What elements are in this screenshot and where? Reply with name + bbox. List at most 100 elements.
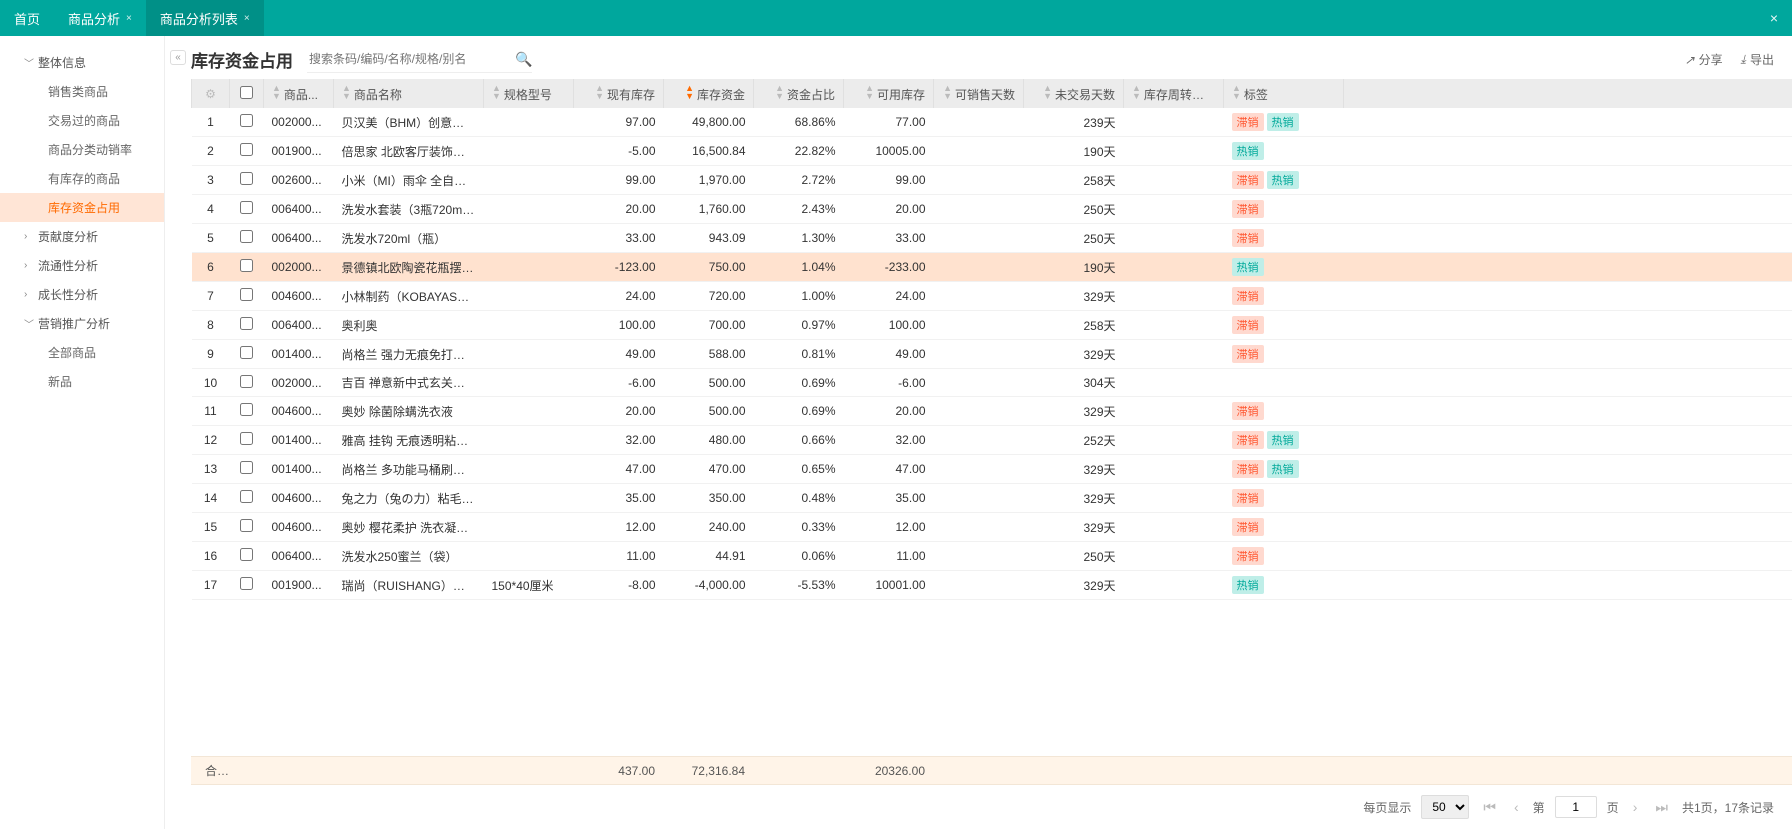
close-all-tabs-button[interactable]: ×: [1756, 10, 1792, 26]
col-fund[interactable]: ▲▼库存资金: [664, 79, 754, 108]
row-checkbox[interactable]: [240, 375, 253, 388]
row-checkbox[interactable]: [240, 317, 253, 330]
col-saledays[interactable]: ▲▼可销售天数: [934, 79, 1024, 108]
table-row[interactable]: 11004600...奥妙 除菌除螨洗衣液20.00500.000.69%20.…: [192, 397, 1792, 426]
gear-icon[interactable]: ⚙: [205, 87, 216, 101]
close-icon[interactable]: ×: [126, 13, 132, 24]
cell-pct: 0.65%: [754, 455, 844, 484]
table-row[interactable]: 16006400...洗发水250蜜兰（袋）11.0044.910.06%11.…: [192, 542, 1792, 571]
table-row[interactable]: 14004600...兔之力（兔の力）粘毛器粘35.00350.000.48%3…: [192, 484, 1792, 513]
row-checkbox[interactable]: [240, 432, 253, 445]
row-checkbox[interactable]: [240, 403, 253, 416]
sidebar-group[interactable]: ›成长性分析: [0, 280, 164, 309]
row-checkbox[interactable]: [240, 577, 253, 590]
table-row[interactable]: 15004600...奥妙 樱花柔护 洗衣凝珠 1012.00240.000.3…: [192, 513, 1792, 542]
close-icon[interactable]: ×: [244, 13, 250, 24]
table-row[interactable]: 5006400...洗发水720ml（瓶）33.00943.091.30%33.…: [192, 224, 1792, 253]
cell-stock: 20.00: [574, 195, 664, 224]
cell-saledays: [934, 137, 1024, 166]
sidebar-item[interactable]: 销售类商品: [0, 77, 164, 106]
cell-idx: 12: [192, 426, 230, 455]
col-code[interactable]: ▲▼商品...: [264, 79, 334, 108]
col-notrade[interactable]: ▲▼未交易天数: [1024, 79, 1124, 108]
cell-turnover: [1124, 166, 1224, 195]
export-label: 导出: [1750, 51, 1774, 68]
cell-fund: 350.00: [664, 484, 754, 513]
cell-code: 006400...: [264, 542, 334, 571]
col-name[interactable]: ▲▼商品名称: [334, 79, 484, 108]
sidebar-group[interactable]: ﹀整体信息: [0, 48, 164, 77]
col-idx[interactable]: ⚙: [192, 79, 230, 108]
cell-turnover: [1124, 484, 1224, 513]
table-scroll[interactable]: ⚙▲▼商品...▲▼商品名称▲▼规格型号▲▼现有库存▲▼库存资金▲▼资金占比▲▼…: [191, 79, 1792, 756]
row-checkbox[interactable]: [240, 114, 253, 127]
export-button[interactable]: ⤓导出: [1741, 51, 1774, 68]
search-input[interactable]: [307, 46, 507, 72]
sidebar-item[interactable]: 全部商品: [0, 338, 164, 367]
col-turnover[interactable]: ▲▼库存周转天数: [1124, 79, 1224, 108]
row-checkbox[interactable]: [240, 346, 253, 359]
row-checkbox[interactable]: [240, 201, 253, 214]
cell-avail: 11.00: [844, 542, 934, 571]
table-row[interactable]: 6002000...景德镇北欧陶瓷花瓶摆件 佗-123.00750.001.04…: [192, 253, 1792, 282]
sidebar-item[interactable]: 新品: [0, 367, 164, 396]
tab-首页[interactable]: 首页: [0, 0, 54, 36]
row-checkbox[interactable]: [240, 259, 253, 272]
table-row[interactable]: 8006400...奥利奥100.00700.000.97%100.00258天…: [192, 311, 1792, 340]
table-row[interactable]: 4006400...洗发水套装（3瓶720ml+120.001,760.002.…: [192, 195, 1792, 224]
cell-chk: [230, 426, 264, 455]
last-page-button[interactable]: ⏭: [1651, 799, 1672, 816]
row-checkbox[interactable]: [240, 288, 253, 301]
col-stock[interactable]: ▲▼现有库存: [574, 79, 664, 108]
col-label: 库存周转天数: [1144, 88, 1216, 102]
table-row[interactable]: 12001400...雅高 挂钩 无痕透明粘钩 强32.00480.000.66…: [192, 426, 1792, 455]
cell-chk: [230, 311, 264, 340]
col-pct[interactable]: ▲▼资金占比: [754, 79, 844, 108]
perpage-select[interactable]: 50: [1421, 795, 1469, 819]
sidebar-item[interactable]: 交易过的商品: [0, 106, 164, 135]
table-row[interactable]: 7004600...小林制药（KOBAYASHI）日24.00720.001.0…: [192, 282, 1792, 311]
cell-avail: 47.00: [844, 455, 934, 484]
sidebar-item[interactable]: 商品分类动销率: [0, 135, 164, 164]
table-row[interactable]: 1002000...贝汉美（BHM）创意北欧97.0049,800.0068.8…: [192, 108, 1792, 137]
col-spec[interactable]: ▲▼规格型号: [484, 79, 574, 108]
table-row[interactable]: 13001400...尚格兰 多功能马桶刷套装 带47.00470.000.65…: [192, 455, 1792, 484]
cell-saledays: [934, 166, 1024, 195]
row-checkbox[interactable]: [240, 172, 253, 185]
cell-saledays: [934, 397, 1024, 426]
cell-code: 006400...: [264, 195, 334, 224]
cell-turnover: [1124, 282, 1224, 311]
row-checkbox[interactable]: [240, 143, 253, 156]
tab-商品分析[interactable]: 商品分析×: [54, 0, 146, 36]
col-avail[interactable]: ▲▼可用库存: [844, 79, 934, 108]
next-page-button[interactable]: ›: [1629, 799, 1642, 815]
sidebar-group[interactable]: ›贡献度分析: [0, 222, 164, 251]
table-row[interactable]: 17001900...瑞尚（RUISHANG）卧室150*40厘米-8.00-4…: [192, 571, 1792, 600]
row-checkbox[interactable]: [240, 490, 253, 503]
prev-page-button[interactable]: ‹: [1510, 799, 1523, 815]
tab-商品分析列表[interactable]: 商品分析列表×: [146, 0, 264, 36]
table-row[interactable]: 9001400...尚格兰 强力无痕免打孔浴室49.00588.000.81%4…: [192, 340, 1792, 369]
title-actions: ↗分享 ⤓导出: [1685, 51, 1774, 68]
table-row[interactable]: 2001900...倍思家 北欧客厅装饰画卧室-5.0016,500.8422.…: [192, 137, 1792, 166]
row-checkbox[interactable]: [240, 548, 253, 561]
table-row[interactable]: 3002600...小米（MI）雨伞 全自动折叠99.001,970.002.7…: [192, 166, 1792, 195]
table-row[interactable]: 10002000...吉百 禅意新中式玄关摆件客-6.00500.000.69%…: [192, 369, 1792, 397]
select-all-checkbox[interactable]: [240, 86, 253, 99]
col-tags[interactable]: ▲▼标签: [1224, 79, 1344, 108]
cell-notrade: 329天: [1024, 455, 1124, 484]
row-checkbox[interactable]: [240, 519, 253, 532]
collapse-icon[interactable]: «: [170, 50, 186, 65]
search-icon[interactable]: 🔍: [515, 51, 532, 68]
sidebar-item[interactable]: 有库存的商品: [0, 164, 164, 193]
row-checkbox[interactable]: [240, 461, 253, 474]
first-page-button[interactable]: ⏮: [1479, 799, 1500, 816]
sidebar-group[interactable]: ›流通性分析: [0, 251, 164, 280]
sidebar-item[interactable]: 库存资金占用: [0, 193, 164, 222]
sidebar-group[interactable]: ﹀营销推广分析: [0, 309, 164, 338]
share-button[interactable]: ↗分享: [1685, 51, 1723, 68]
cell-idx: 11: [192, 397, 230, 426]
col-chk[interactable]: [230, 79, 264, 108]
row-checkbox[interactable]: [240, 230, 253, 243]
page-input[interactable]: [1555, 796, 1597, 818]
